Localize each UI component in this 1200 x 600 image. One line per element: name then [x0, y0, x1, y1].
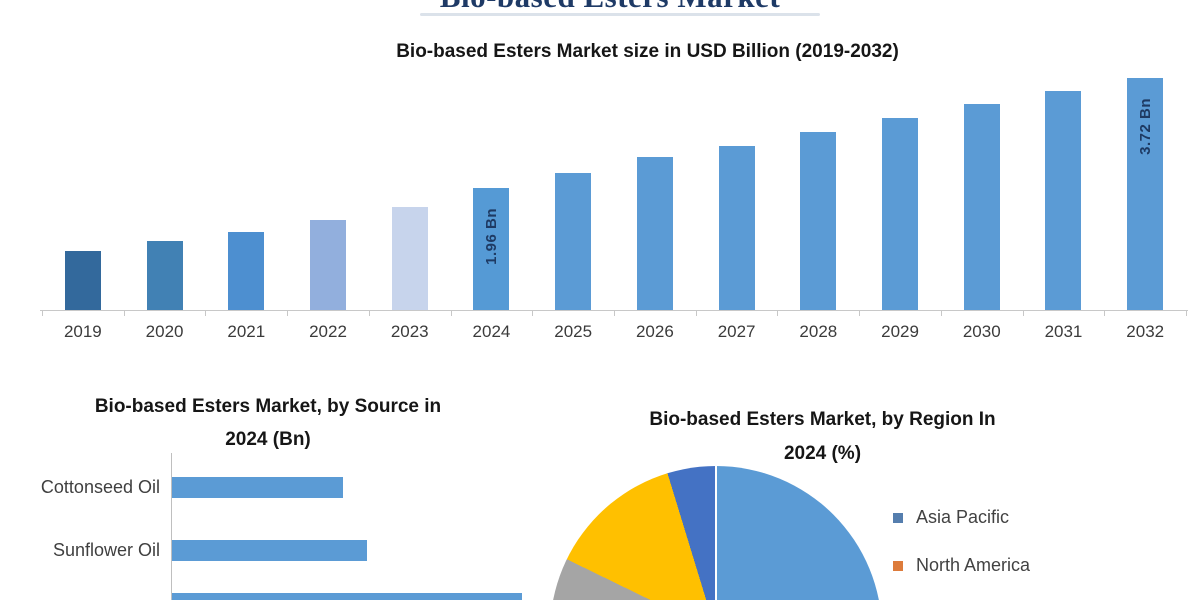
axis-tick	[368, 311, 370, 316]
bar-2025	[555, 173, 592, 310]
axis-tick	[1104, 311, 1106, 316]
axis-tick	[695, 311, 697, 316]
pie-slice-divider	[715, 466, 717, 600]
by-region-title-line2: 2024 (%)	[783, 443, 862, 464]
x-axis-label-2029: 2029	[881, 322, 919, 341]
bar-2024: 1.96 Bn	[473, 188, 510, 310]
axis-tick	[1186, 311, 1187, 316]
bar-slot-2031	[1023, 70, 1105, 310]
x-axis-label-2030: 2030	[962, 322, 1001, 341]
by-source-title-line1: Bio-based Esters Market, by Source in	[94, 396, 442, 417]
bar-2023	[391, 207, 428, 310]
x-axis-label-2020: 2020	[145, 322, 184, 341]
x-axis-label-2024: 2024	[472, 322, 511, 341]
bar-2028	[800, 132, 837, 310]
source-category-label-2	[0, 593, 160, 600]
legend-swatch-icon	[893, 512, 903, 523]
x-axis-label-2027: 2027	[717, 322, 756, 341]
bar-2027	[718, 146, 755, 310]
by-source-title-line2: 2024 (Bn)	[225, 429, 311, 450]
x-axis-ticks	[42, 311, 1187, 317]
bar-slot-2030	[941, 70, 1023, 310]
by-region-title-line1: Bio-based Esters Market, by Region In	[649, 409, 996, 430]
x-axis-line	[40, 310, 1188, 311]
source-category-label-1: Sunflower Oil	[52, 540, 160, 560]
axis-tick	[450, 311, 452, 316]
bar-slot-2025	[532, 70, 614, 310]
market-size-bar-plot: 1.96 Bn 3.72 Bn	[42, 70, 1186, 310]
bar-slot-2020	[124, 70, 206, 310]
axis-tick	[777, 311, 779, 316]
source-bar-0	[172, 477, 343, 498]
x-axis-label-2031: 2031	[1044, 322, 1083, 341]
bar-slot-2027	[696, 70, 778, 310]
source-bar-2	[172, 593, 522, 600]
x-axis-label-2028: 2028	[799, 322, 838, 341]
bar-2029	[882, 118, 919, 310]
bar-slot-2022	[287, 70, 369, 310]
page-title-underline	[420, 13, 820, 16]
axis-tick	[614, 311, 615, 316]
page-title: Bio-based Esters Market	[20, 0, 1200, 15]
x-axis-label-2025: 2025	[554, 322, 593, 341]
bar-slot-2029	[859, 70, 941, 310]
by-region-chart-title: Bio-based Esters Market, by Region In 20…	[630, 403, 1015, 471]
source-bar-1	[172, 540, 367, 561]
bar-2019	[64, 251, 101, 310]
bar-slot-2028	[777, 70, 859, 310]
x-axis-label-2021: 2021	[227, 322, 266, 341]
axis-tick	[940, 311, 942, 316]
bar-2031	[1045, 91, 1082, 310]
x-axis-label-2022: 2022	[309, 322, 347, 341]
x-axis-label-2023: 2023	[390, 322, 429, 341]
bar-slot-2023	[369, 70, 451, 310]
x-axis-label-2019: 2019	[63, 322, 102, 341]
legend-swatch-icon	[893, 560, 903, 571]
legend-label: Asia Pacific	[916, 507, 1010, 527]
bar-2020	[146, 241, 183, 310]
axis-tick	[532, 311, 534, 316]
legend-item-north-america: North America	[893, 555, 1030, 576]
x-axis-labels: 2019 2020 2021 2022 2023 2024 2025 2026 2027 2028…	[42, 322, 1186, 342]
bar-slot-2032: 3.72 Bn	[1104, 70, 1186, 310]
axis-tick	[1022, 311, 1024, 316]
by-source-chart-title: Bio-based Esters Market, by Source in 20…	[38, 390, 498, 456]
bar-2021	[228, 232, 265, 310]
x-axis-label-2026: 2026	[635, 322, 674, 341]
bar-2026	[636, 157, 673, 310]
market-size-chart-title: Bio-based Esters Market size in USD Bill…	[396, 41, 899, 62]
axis-tick	[123, 311, 125, 316]
legend-label: North America	[916, 555, 1031, 575]
axis-tick	[205, 311, 207, 316]
by-source-axis-line	[171, 453, 172, 600]
bar-2030	[963, 104, 1000, 310]
x-axis-label-2032: 2032	[1126, 322, 1165, 341]
axis-tick	[859, 311, 861, 316]
bar-slot-2024: 1.96 Bn	[451, 70, 533, 310]
bar-2022	[310, 220, 347, 310]
bar-value-label-2024: 1.96 Bn	[482, 208, 500, 265]
bar-slot-2019	[42, 70, 124, 310]
bar-value-label-2032: 3.72 Bn	[1136, 98, 1154, 155]
bar-slot-2021	[205, 70, 287, 310]
bar-slot-2026	[614, 70, 696, 310]
source-category-label-0: Cottonseed Oil	[40, 477, 160, 497]
legend-item-asia-pacific: Asia Pacific	[893, 507, 1009, 528]
axis-tick	[287, 311, 289, 316]
axis-tick	[42, 311, 43, 316]
bar-2032: 3.72 Bn	[1127, 78, 1164, 310]
